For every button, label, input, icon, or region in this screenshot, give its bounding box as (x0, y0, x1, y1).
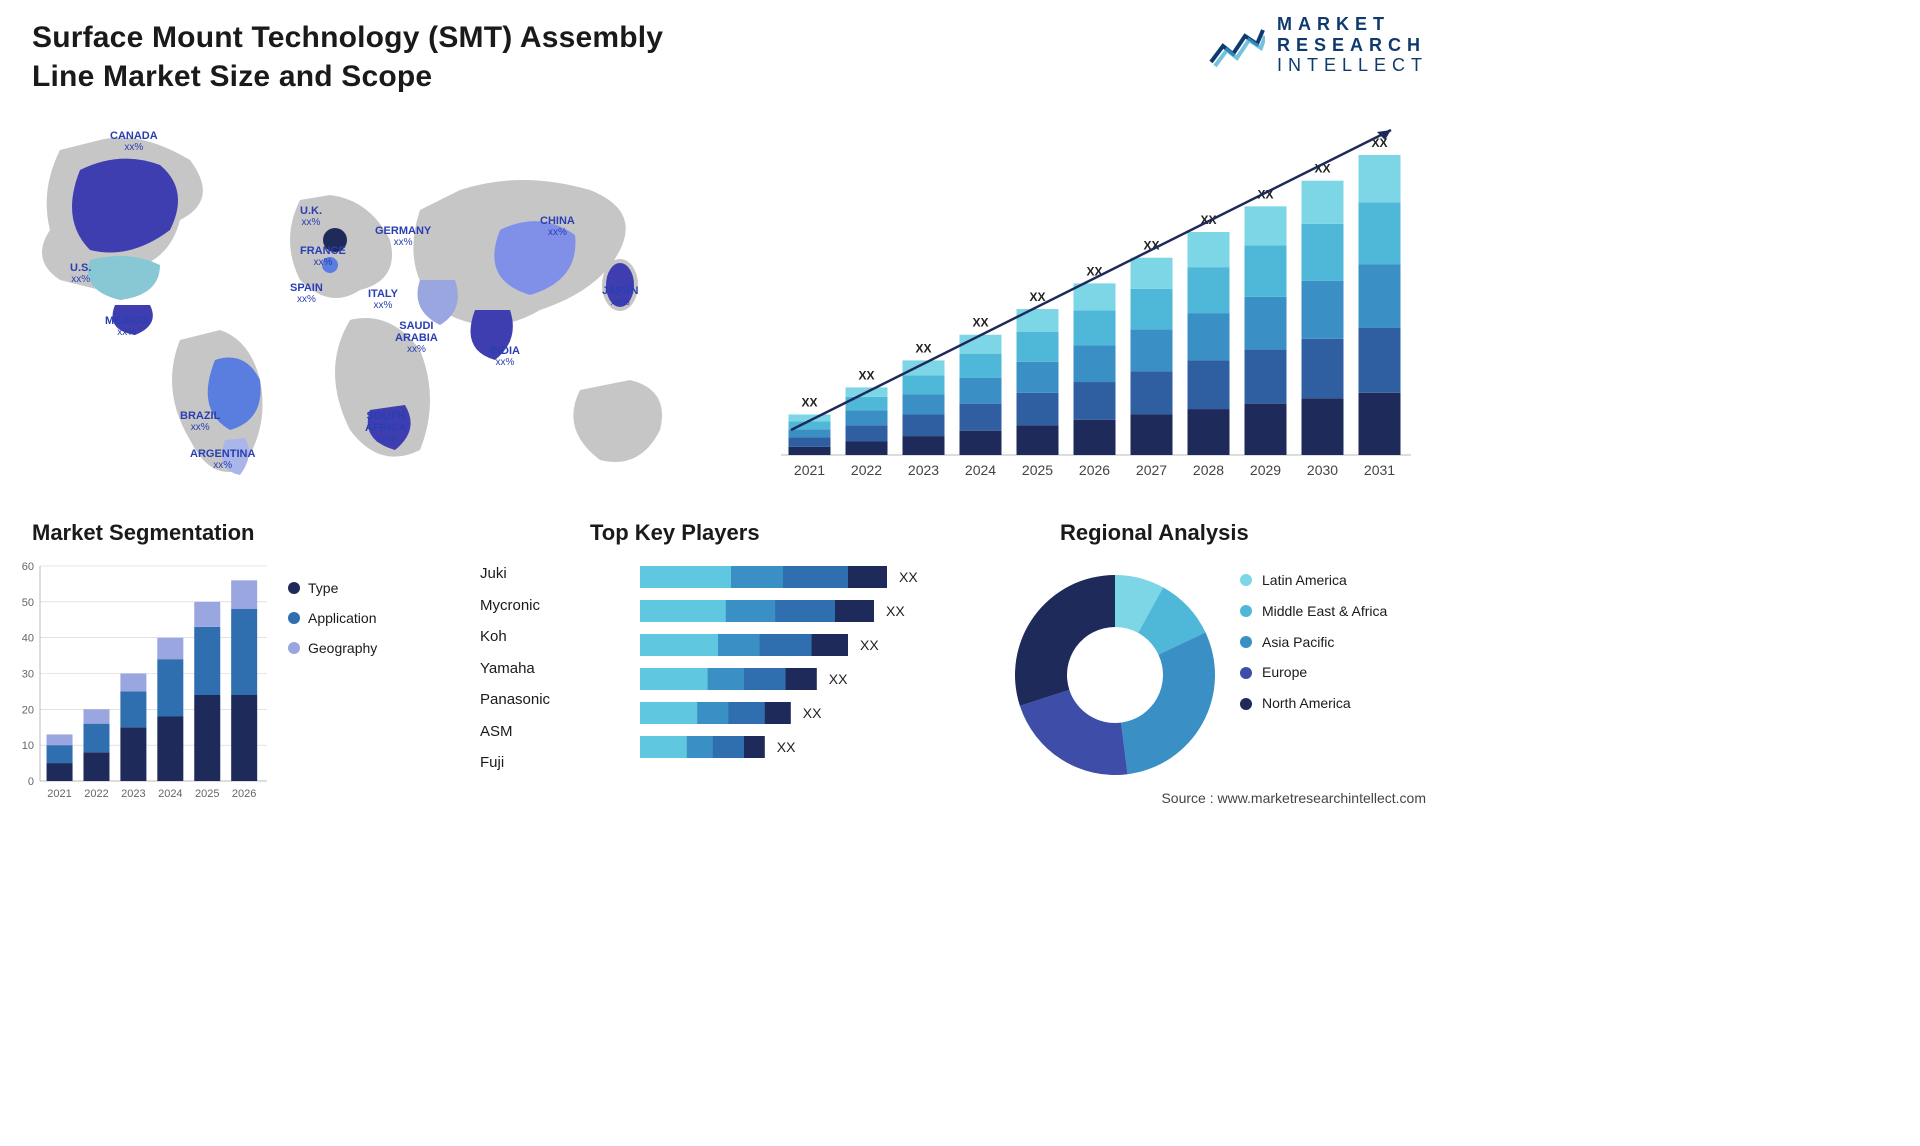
segmentation-legend: Type Application Geography (288, 580, 377, 670)
svg-text:30: 30 (22, 669, 34, 681)
map-label-mexico: MEXICOxx% (105, 315, 148, 338)
svg-text:XX: XX (1029, 290, 1045, 304)
region-legend-middle-east-africa: Middle East & Africa (1240, 603, 1387, 620)
map-label-saudi-arabia: SAUDIARABIAxx% (395, 320, 438, 355)
svg-text:2024: 2024 (965, 462, 996, 478)
seg-legend-type: Type (288, 580, 377, 596)
svg-text:2021: 2021 (794, 462, 825, 478)
player-fuji: Fuji (480, 747, 550, 779)
regional-legend: Latin America Middle East & Africa Asia Pa… (1240, 572, 1387, 726)
svg-text:XX: XX (801, 395, 817, 409)
map-label-italy: ITALYxx% (368, 288, 398, 311)
svg-text:2031: 2031 (1364, 462, 1395, 478)
player-mycronic: Mycronic (480, 590, 550, 622)
svg-text:XX: XX (829, 671, 848, 687)
player-panasonic: Panasonic (480, 684, 550, 716)
regional-donut (1000, 560, 1230, 790)
svg-text:0: 0 (28, 776, 34, 788)
svg-text:2025: 2025 (1022, 462, 1053, 478)
players-list: JukiMycronicKohYamahaPanasonicASMFuji (480, 558, 550, 779)
svg-text:2023: 2023 (908, 462, 939, 478)
region-legend-europe: Europe (1240, 664, 1387, 681)
svg-text:2023: 2023 (121, 788, 145, 800)
map-label-france: FRANCExx% (300, 245, 346, 268)
svg-text:XX: XX (915, 341, 931, 355)
svg-text:XX: XX (858, 368, 874, 382)
logo-line3: INTELLECT (1277, 55, 1428, 76)
logo-line1: MARKET (1277, 14, 1390, 34)
svg-text:2025: 2025 (195, 788, 219, 800)
seg-legend-geography: Geography (288, 640, 377, 656)
seg-legend-application: Application (288, 610, 377, 626)
regional-title: Regional Analysis (1060, 520, 1249, 546)
page-title: Surface Mount Technology (SMT) Assembly … (32, 18, 712, 96)
svg-text:XX: XX (886, 603, 905, 619)
map-label-u-k-: U.K.xx% (300, 205, 322, 228)
logo-icon (1209, 22, 1265, 68)
map-label-south-africa: SOUTHAFRICAxx% (365, 410, 407, 445)
player-asm: ASM (480, 716, 550, 748)
segmentation-title: Market Segmentation (32, 520, 255, 546)
region-legend-north-america: North America (1240, 695, 1387, 712)
brand-logo: MARKET RESEARCH INTELLECT (1209, 14, 1428, 76)
map-label-u-s-: U.S.xx% (70, 262, 91, 285)
region-legend-latin-america: Latin America (1240, 572, 1387, 589)
svg-text:60: 60 (22, 561, 34, 573)
svg-text:2022: 2022 (851, 462, 882, 478)
svg-text:2030: 2030 (1307, 462, 1338, 478)
svg-text:10: 10 (22, 740, 34, 752)
svg-text:2028: 2028 (1193, 462, 1224, 478)
svg-text:2026: 2026 (232, 788, 256, 800)
svg-text:50: 50 (22, 597, 34, 609)
svg-text:2026: 2026 (1079, 462, 1110, 478)
map-label-spain: SPAINxx% (290, 282, 323, 305)
players-chart: XX XX XX XX XX XX (640, 560, 980, 810)
svg-text:XX: XX (899, 569, 918, 585)
players-title: Top Key Players (590, 520, 760, 546)
svg-text:40: 40 (22, 633, 34, 645)
svg-text:20: 20 (22, 704, 34, 716)
map-label-china: CHINAxx% (540, 215, 575, 238)
map-label-canada: CANADAxx% (110, 130, 158, 153)
map-label-brazil: BRAZILxx% (180, 410, 220, 433)
forecast-chart: XX2021XX2022XX2023XX2024XX2025XX2026XX20… (761, 115, 1421, 485)
svg-text:2029: 2029 (1250, 462, 1281, 478)
svg-text:2021: 2021 (47, 788, 71, 800)
map-label-india: INDIAxx% (490, 345, 520, 368)
world-map: CANADAxx% U.S.xx% MEXICOxx% BRAZILxx% ARGENT… (20, 110, 720, 500)
source-text: Source : www.marketresearchintellect.com (1161, 790, 1426, 806)
svg-text:2027: 2027 (1136, 462, 1167, 478)
svg-text:XX: XX (972, 316, 988, 330)
svg-text:2024: 2024 (158, 788, 182, 800)
player-yamaha: Yamaha (480, 653, 550, 685)
region-legend-asia-pacific: Asia Pacific (1240, 634, 1387, 651)
segmentation-chart: 0 10 20 30 40 50 60 2021 2022 2023 2024 2025 2026 (12, 556, 272, 806)
svg-text:XX: XX (777, 739, 796, 755)
map-label-germany: GERMANYxx% (375, 225, 431, 248)
map-label-argentina: ARGENTINAxx% (190, 448, 255, 471)
svg-text:XX: XX (860, 637, 879, 653)
svg-text:XX: XX (803, 705, 822, 721)
map-label-japan: JAPANxx% (602, 285, 638, 308)
logo-line2: RESEARCH (1277, 35, 1426, 55)
svg-text:2022: 2022 (84, 788, 108, 800)
player-koh: Koh (480, 621, 550, 653)
player-juki: Juki (480, 558, 550, 590)
